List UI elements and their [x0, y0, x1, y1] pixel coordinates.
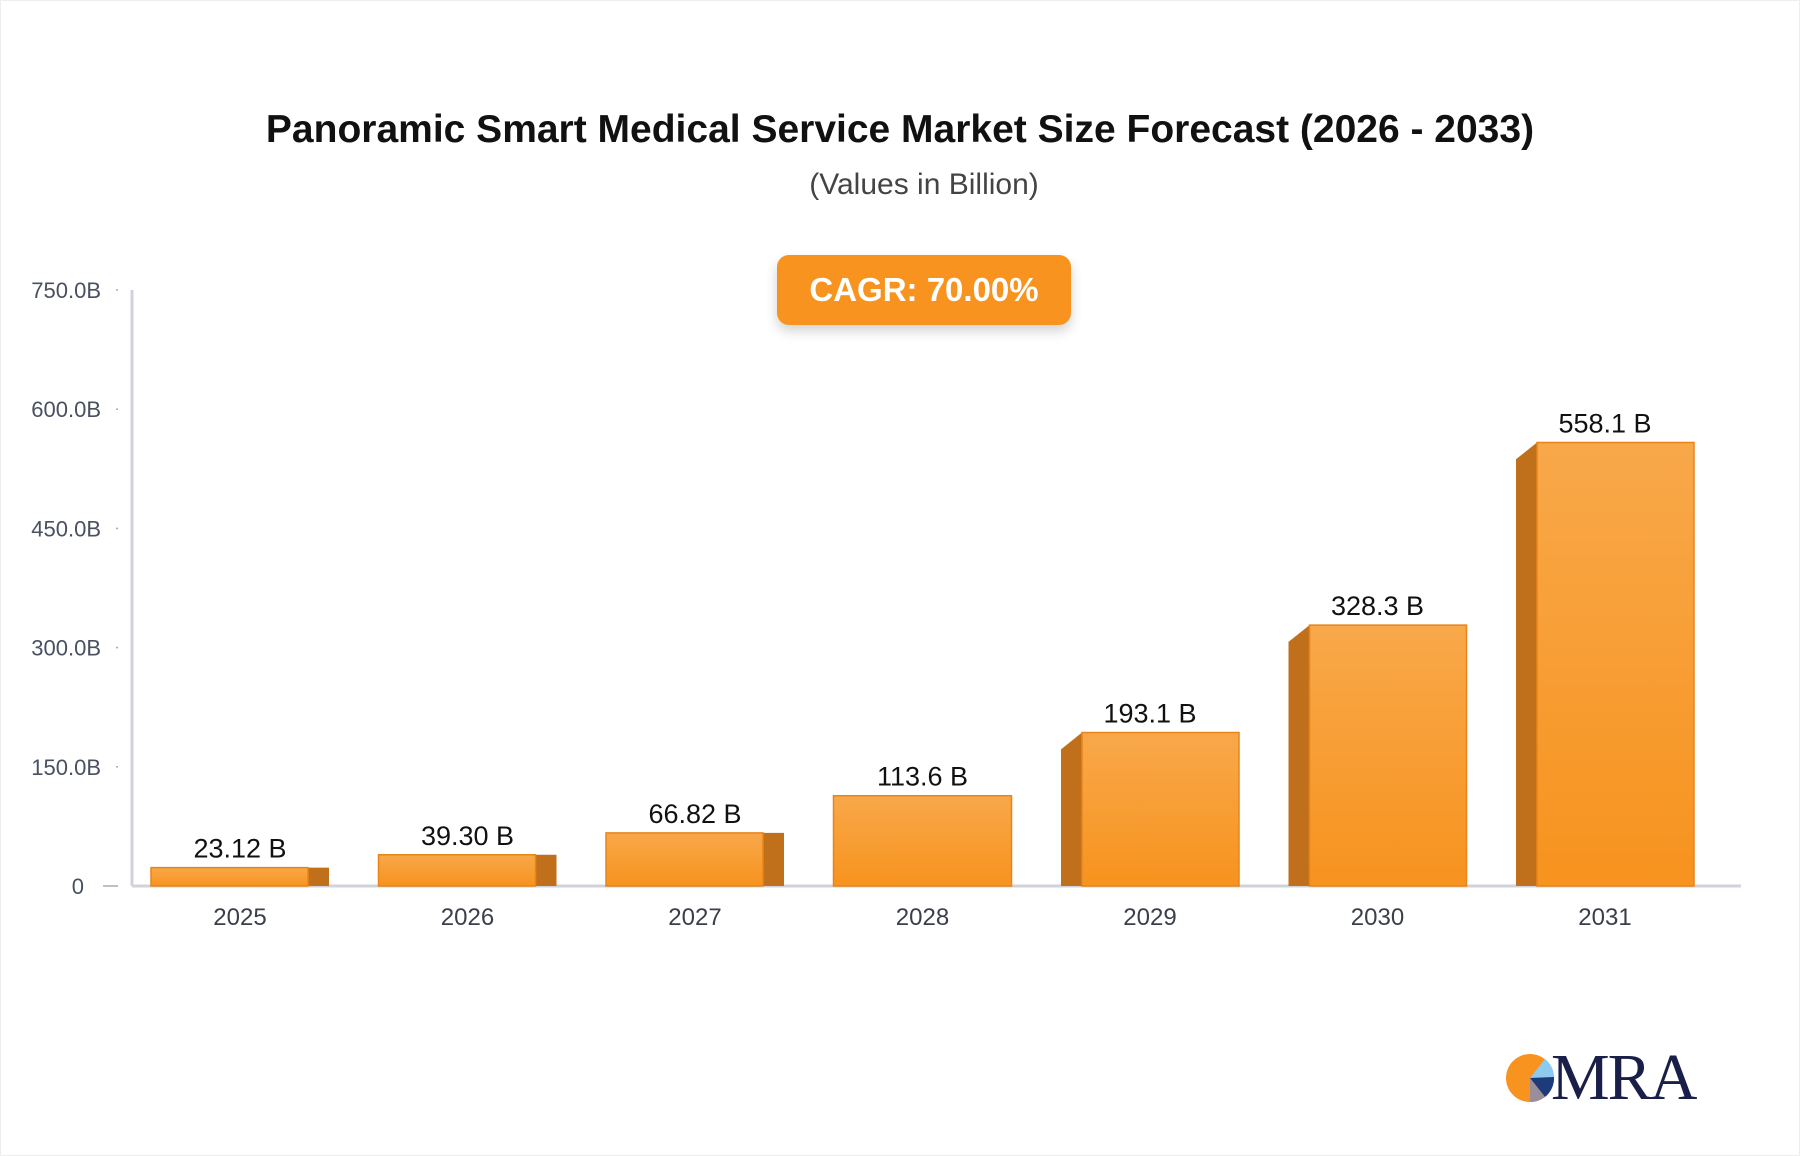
bar-side: [535, 854, 557, 886]
bar: [1081, 731, 1240, 887]
y-tick-label: 150.0B: [31, 755, 101, 780]
bar: [1308, 624, 1468, 887]
bar-side: [1061, 732, 1082, 886]
cagr-badge: CAGR: 70.00%: [777, 255, 1071, 325]
logo-text: MRA: [1551, 1041, 1697, 1114]
bar-data-label: 193.1 B: [1103, 699, 1196, 729]
bar-data-label: 113.6 B: [877, 762, 968, 792]
y-tick-label: 450.0B: [31, 516, 101, 541]
bar-data-label: 328.3 B: [1331, 591, 1424, 621]
x-tick-label: 2025: [213, 904, 266, 931]
x-tick-label: 2026: [441, 904, 494, 931]
x-tick-label: 2029: [1123, 904, 1176, 931]
x-tick-label: 2028: [896, 904, 949, 931]
y-tick-label: 600.0B: [31, 397, 101, 422]
chart-title: Panoramic Smart Medical Service Market S…: [265, 108, 1535, 151]
x-tick-label: 2030: [1351, 904, 1404, 931]
y-tick-label: 0: [72, 874, 84, 899]
bar: [832, 794, 1013, 887]
bar-data-label: 66.82 B: [648, 799, 741, 829]
x-tick-label: 2027: [668, 904, 721, 931]
y-tick-label: 300.0B: [31, 636, 101, 661]
bar-side: [308, 867, 329, 886]
logo-pie-icon: [1506, 1054, 1555, 1103]
y-tick-label: 750.0B: [31, 278, 101, 303]
bar-side: [1516, 442, 1537, 886]
bar: [377, 854, 537, 887]
bar-side: [1288, 625, 1310, 886]
bar-data-label: 23.12 B: [193, 834, 286, 864]
bar: [605, 832, 764, 887]
bar: [150, 866, 309, 887]
x-tick-label: 2031: [1578, 904, 1631, 931]
bar-data-label: 558.1 B: [1558, 408, 1651, 438]
bar: [1536, 441, 1695, 887]
bar-side: [763, 832, 784, 886]
mra-logo: MRA: [1505, 1040, 1697, 1116]
bar-data-label: 39.30 B: [421, 821, 514, 851]
chart-subtitle: (Values in Billion): [809, 168, 1039, 201]
